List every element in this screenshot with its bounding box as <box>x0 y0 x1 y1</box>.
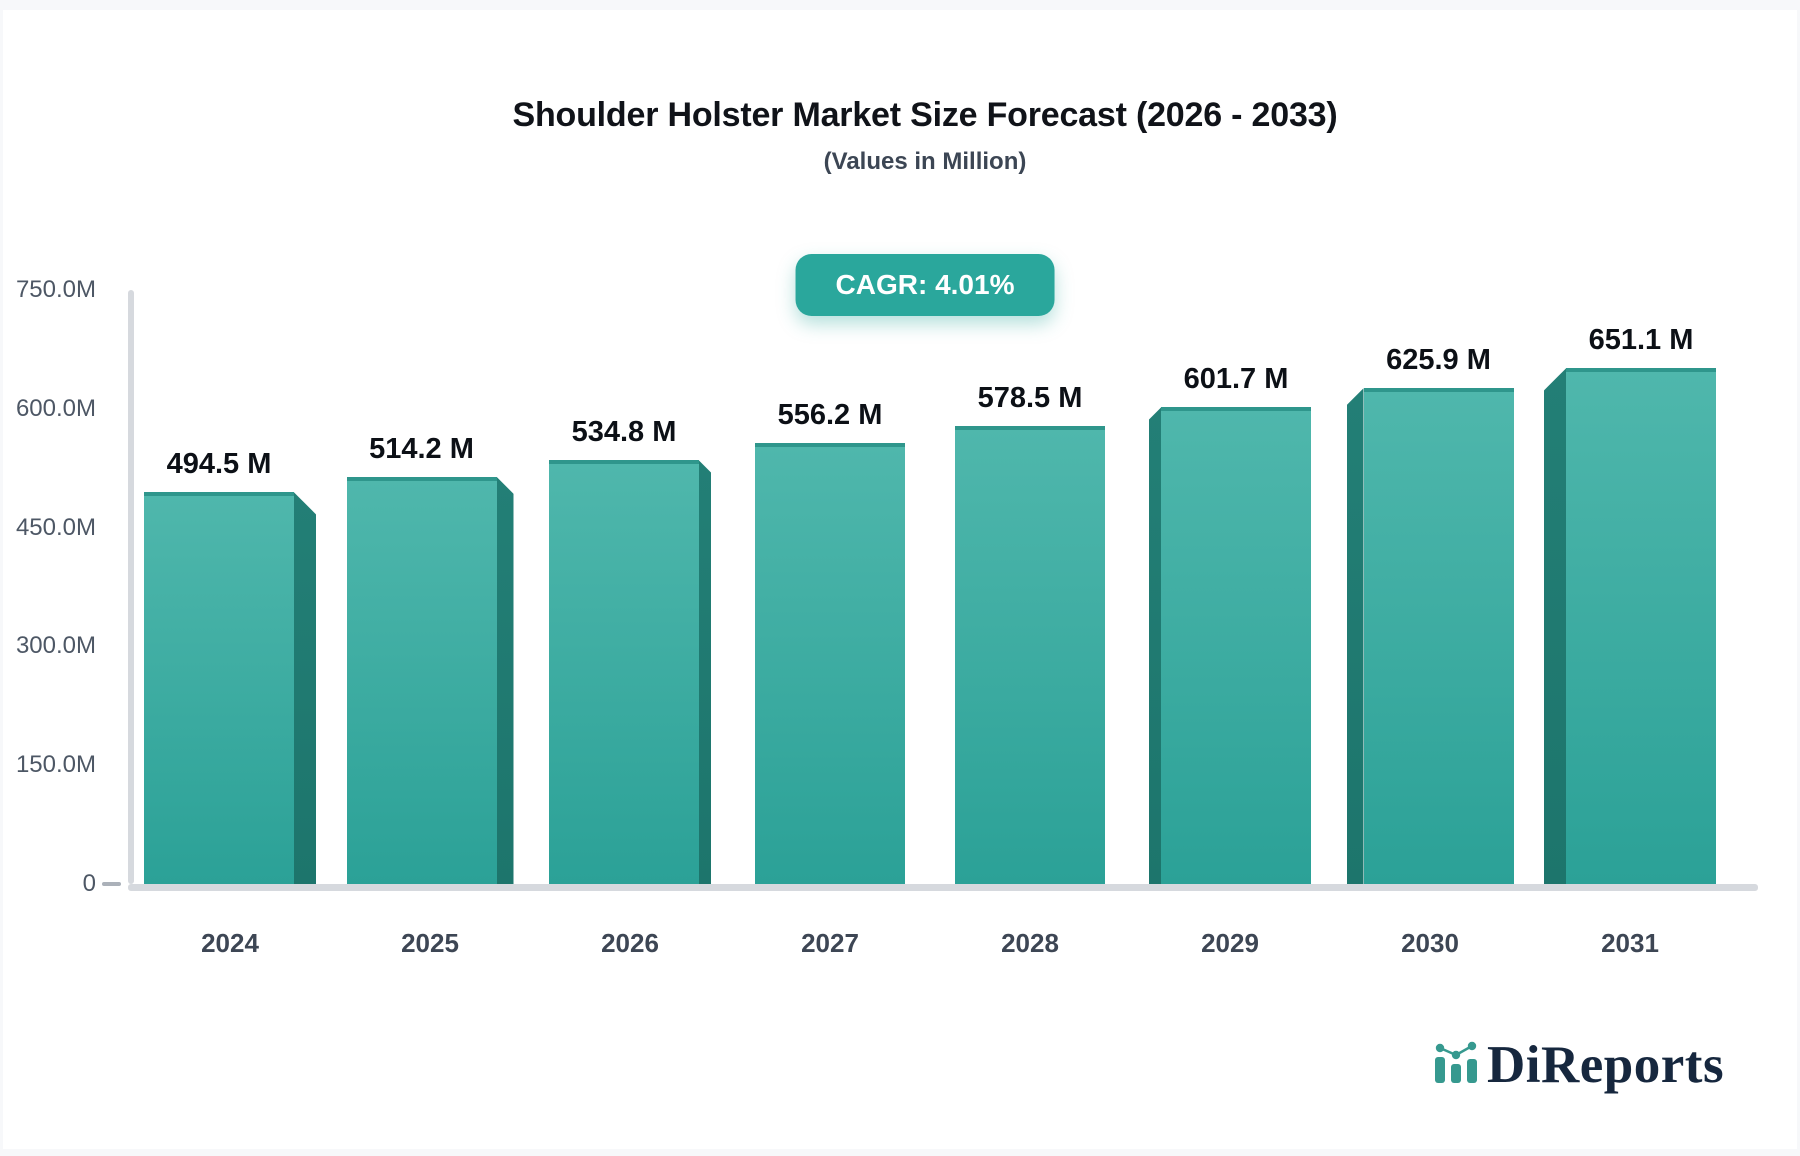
bar-side-face <box>1544 368 1566 884</box>
bar-side-face <box>699 460 711 884</box>
bar-side-face <box>1149 407 1161 884</box>
bar-2028 <box>955 425 1105 884</box>
x-axis-line <box>128 884 1758 891</box>
x-tick-label: 2029 <box>1201 928 1259 958</box>
bar-side-face <box>1346 388 1364 884</box>
bar-2027 <box>755 443 905 884</box>
cagr-badge: CAGR: 4.01% <box>795 254 1055 316</box>
bar-value-label: 651.1 M <box>1588 324 1694 357</box>
chart-title: Shoulder Holster Market Size Forecast (2… <box>512 96 1338 134</box>
bar-value-label: 494.5 M <box>166 448 272 481</box>
direports-logo: DiReports <box>1432 1034 1724 1096</box>
bar-value-label: 514.2 M <box>369 432 474 465</box>
x-tick-label: 2028 <box>1001 928 1059 958</box>
y-tick-label: 450.0M <box>15 513 96 541</box>
bar-value-label: 534.8 M <box>571 416 677 449</box>
bar-side-face <box>294 492 316 884</box>
x-tick-label: 2031 <box>1601 928 1659 958</box>
y-tick-label: 300.0M <box>15 632 96 660</box>
y-tick-label: 150.0M <box>15 751 96 779</box>
x-tick-label: 2024 <box>201 928 259 958</box>
bar-2030 <box>1363 388 1514 884</box>
bar-value-label: 625.9 M <box>1386 344 1491 377</box>
bar-value-label: 601.7 M <box>1183 363 1289 396</box>
zero-tick-dash <box>102 882 121 886</box>
chart-subtitle: (Values in Million) <box>823 148 1027 175</box>
x-tick-label: 2025 <box>401 928 459 958</box>
bar-value-label: 578.5 M <box>977 381 1083 414</box>
bar-value-label: 556.2 M <box>777 399 883 432</box>
y-tick-label: 750.0M <box>15 276 96 303</box>
y-tick-label: 0 <box>82 870 96 897</box>
bar-2024 <box>144 492 294 884</box>
bar-2031 <box>1566 368 1716 884</box>
x-tick-label: 2027 <box>801 928 859 958</box>
bar-2029 <box>1161 407 1311 884</box>
bar-line-chart-icon <box>1435 1041 1477 1083</box>
y-tick-label: 600.0M <box>15 394 96 422</box>
y-axis-line <box>128 290 134 884</box>
bar-2026 <box>549 460 699 884</box>
x-tick-label: 2026 <box>601 928 659 958</box>
x-tick-label: 2030 <box>1401 928 1459 958</box>
bar-side-face <box>496 476 514 884</box>
logo-text: DiReports <box>1487 1035 1725 1094</box>
bar-2025 <box>346 476 497 884</box>
